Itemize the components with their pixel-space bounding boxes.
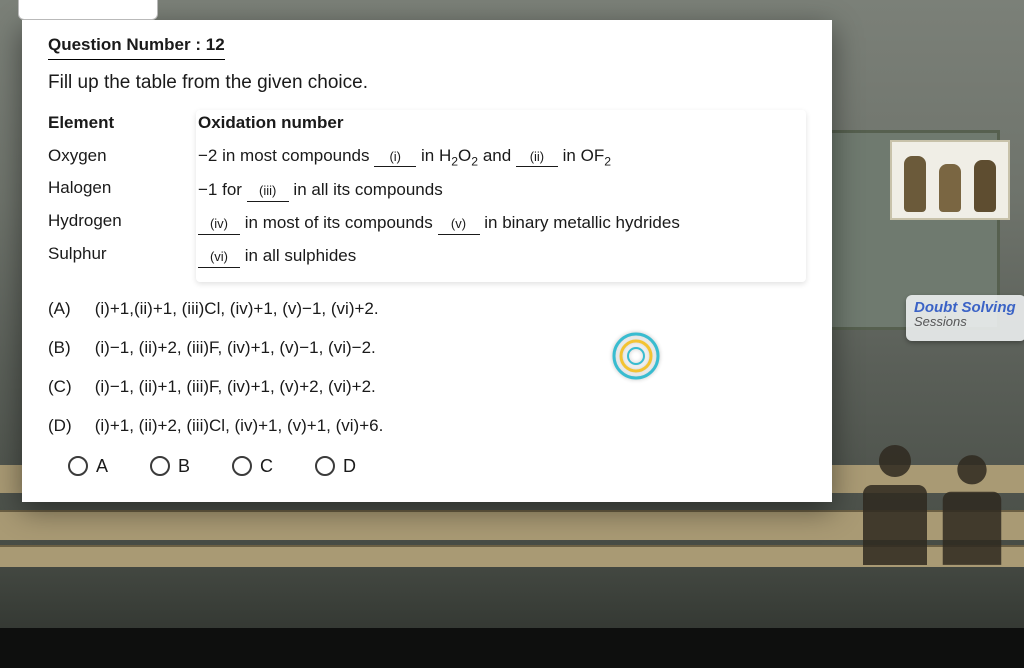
ox-text: in OF	[563, 146, 605, 165]
radio-circle-icon	[150, 456, 170, 476]
wall-poster	[890, 140, 1010, 220]
element-halogen: Halogen	[48, 177, 178, 200]
radio-option-a[interactable]: A	[68, 454, 108, 478]
choice-b-text: (i)−1, (ii)+2, (iii)F, (iv)+1, (v)−1, (v…	[95, 338, 376, 357]
choice-b-label: (B)	[48, 337, 90, 360]
ox-text: in H	[421, 146, 451, 165]
rosette-icon	[610, 330, 662, 382]
radio-circle-icon	[315, 456, 335, 476]
radio-circle-icon	[232, 456, 252, 476]
radio-option-b[interactable]: B	[150, 454, 190, 478]
element-hydrogen: Hydrogen	[48, 210, 178, 233]
choice-a: (A) (i)+1,(ii)+1, (iii)Cl, (iv)+1, (v)−1…	[48, 298, 806, 321]
radio-label-a: A	[96, 454, 108, 478]
radio-label-c: C	[260, 454, 273, 478]
choice-c-label: (C)	[48, 376, 90, 399]
oxidation-column-header: Oxidation number	[198, 112, 802, 135]
doubt-solving-badge: Doubt Solving Sessions	[906, 295, 1024, 341]
subscript: 2	[604, 154, 611, 168]
element-column-header: Element	[48, 112, 178, 135]
ox-text: in most of its compounds	[245, 213, 433, 232]
radio-option-c[interactable]: C	[232, 454, 273, 478]
question-paper: Question Number : 12 Fill up the table f…	[22, 20, 832, 502]
blank-i: (i)	[374, 148, 416, 168]
answer-radio-group: A B C D	[48, 454, 806, 478]
ox-text: in all its compounds	[293, 180, 442, 199]
radio-option-d[interactable]: D	[315, 454, 356, 478]
oxidation-row-sulphur: (vi) in all sulphides	[198, 245, 802, 268]
tab-fragment	[18, 0, 158, 20]
bottom-strip	[0, 628, 1024, 668]
choice-b: (B) (i)−1, (ii)+2, (iii)F, (iv)+1, (v)−1…	[48, 337, 806, 360]
question-header-label: Question Number :	[48, 35, 201, 54]
choice-c: (C) (i)−1, (ii)+1, (iii)F, (iv)+1, (v)+2…	[48, 376, 806, 399]
blank-iv: (iv)	[198, 215, 240, 235]
ox-text: in all sulphides	[245, 246, 357, 265]
radio-label-d: D	[343, 454, 356, 478]
blank-v: (v)	[438, 215, 480, 235]
question-header: Question Number : 12	[48, 34, 225, 60]
ox-text: O	[458, 146, 471, 165]
choice-d-label: (D)	[48, 415, 90, 438]
badge-line2: Sessions	[914, 314, 1018, 329]
oxidation-row-hydrogen: (iv) in most of its compounds (v) in bin…	[198, 212, 802, 235]
poster-figure	[939, 164, 961, 212]
oxidation-column: Oxidation number −2 in most compounds (i…	[196, 110, 806, 283]
ox-text: and	[483, 146, 511, 165]
choice-c-text: (i)−1, (ii)+1, (iii)F, (iv)+1, (v)+2, (v…	[95, 377, 376, 396]
ox-text: in binary metallic hydrides	[484, 213, 680, 232]
radio-label-b: B	[178, 454, 190, 478]
subscript: 2	[471, 154, 478, 168]
oxidation-table: Element Oxygen Halogen Hydrogen Sulphur …	[48, 112, 806, 283]
person-silhouette-icon	[940, 455, 1004, 570]
subscript: 2	[451, 154, 458, 168]
element-column: Element Oxygen Halogen Hydrogen Sulphur	[48, 112, 178, 283]
choice-d-text: (i)+1, (ii)+2, (iii)Cl, (iv)+1, (v)+1, (…	[95, 416, 384, 435]
question-number: 12	[206, 35, 225, 54]
choice-a-text: (i)+1,(ii)+1, (iii)Cl, (iv)+1, (v)−1, (v…	[95, 299, 379, 318]
question-instruction: Fill up the table from the given choice.	[48, 70, 806, 96]
blank-iii: (iii)	[247, 182, 289, 202]
oxidation-row-oxygen: −2 in most compounds (i) in H2O2 and (ii…	[198, 145, 802, 170]
poster-figure	[904, 156, 926, 212]
choice-a-label: (A)	[48, 298, 90, 321]
ox-text: −1 for	[198, 180, 242, 199]
poster-figure	[974, 160, 996, 212]
element-sulphur: Sulphur	[48, 243, 178, 266]
ox-text: −2 in most compounds	[198, 146, 370, 165]
blank-ii: (ii)	[516, 148, 558, 168]
choice-d: (D) (i)+1, (ii)+2, (iii)Cl, (iv)+1, (v)+…	[48, 415, 806, 438]
person-silhouette-icon	[860, 445, 930, 570]
blank-vi: (vi)	[198, 248, 240, 268]
answer-choices: (A) (i)+1,(ii)+1, (iii)Cl, (iv)+1, (v)−1…	[48, 298, 806, 438]
element-oxygen: Oxygen	[48, 145, 178, 168]
radio-circle-icon	[68, 456, 88, 476]
oxidation-row-halogen: −1 for (iii) in all its compounds	[198, 179, 802, 202]
